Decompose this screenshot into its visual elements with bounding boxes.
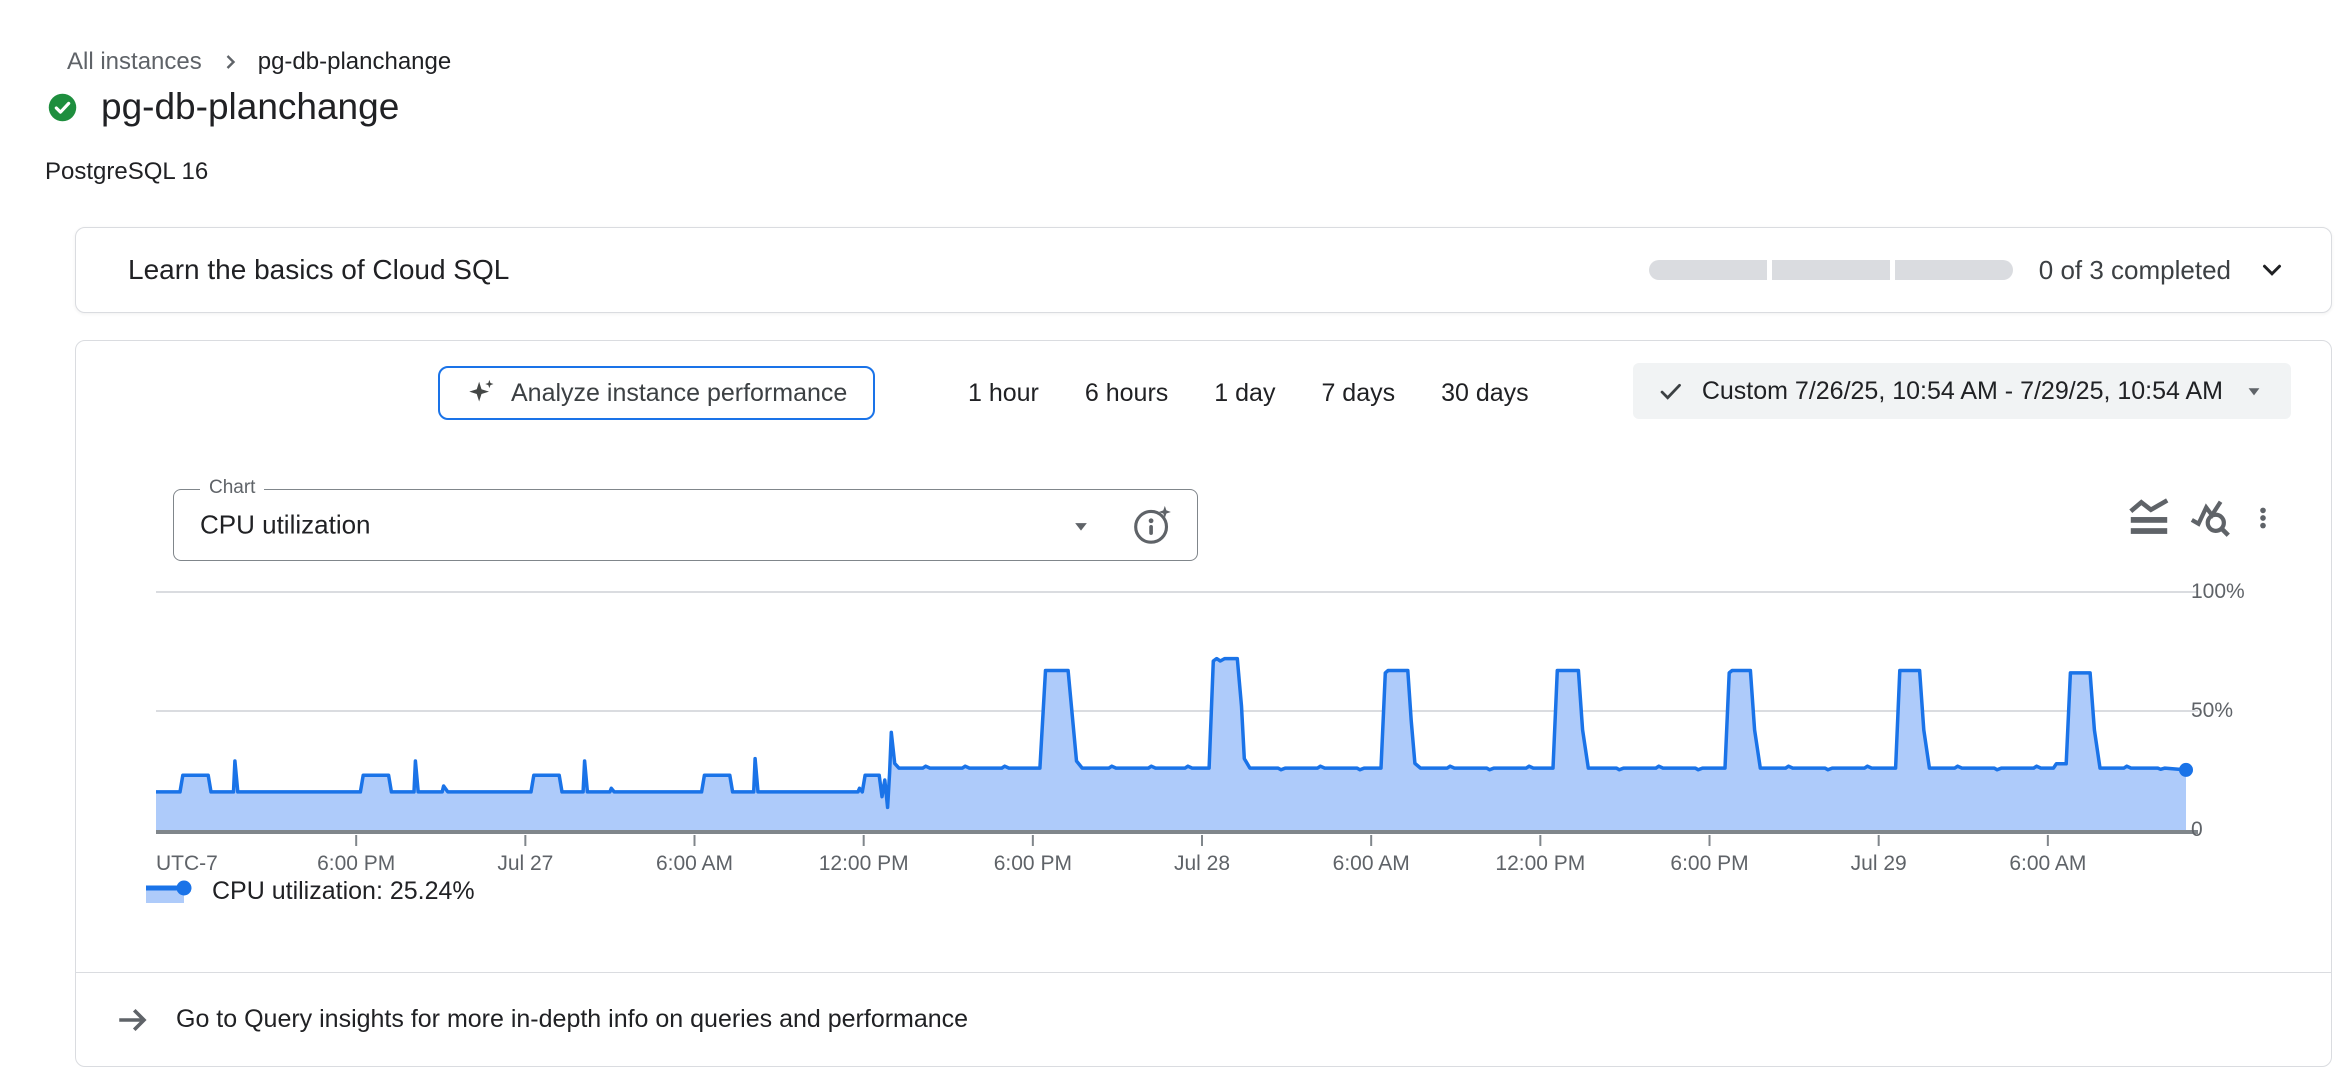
more-options-icon [2260,507,2266,529]
check-circle-icon [48,93,77,121]
sparkle-icon [469,379,494,402]
custom-range-label: Custom 7/26/25, 10:54 AM - 7/29/25, 10:5… [1701,376,2223,405]
expand-learn-card-button[interactable] [2257,255,2287,285]
chart-legend: CPU utilization: 25.24% [146,877,475,906]
x-tick-label: Jul 29 [1850,852,1907,875]
time-range-6-hours[interactable]: 6 hours [1084,378,1169,407]
x-tick-label: Jul 27 [497,852,554,875]
custom-time-range-button[interactable]: Custom 7/26/25, 10:54 AM - 7/29/25, 10:5… [1632,363,2291,419]
info-sparkle-icon [1134,505,1171,544]
x-tick-label: Jul 28 [1173,852,1231,875]
instance-engine-label: PostgreSQL 16 [45,158,209,185]
chart-metric-select[interactable]: Chart CPU utilization [173,477,1198,561]
x-axis-timezone-label: UTC-7 [156,852,218,875]
time-range-30-days[interactable]: 30 days [1441,378,1529,407]
time-range-1-day[interactable]: 1 day [1214,378,1276,407]
cpu-line [156,656,2187,810]
monitoring-card: Analyze instance performance 1 hour 6 hou… [75,340,2332,1067]
progress-label: 0 of 3 completed [2038,254,2231,285]
chart-select-value: CPU utilization [200,509,371,540]
select-caret-icon [1075,523,1087,531]
x-tick-label: 6:00 AM [2009,852,2087,875]
y-tick-label: 0 [2191,818,2203,841]
chevron-down-icon [2263,264,2281,276]
analyze-button-label: Analyze instance performance [511,378,848,407]
breadcrumb-all-instances[interactable]: All instances [67,48,202,75]
x-tick-label: 6:00 PM [317,852,396,875]
metric-info-button[interactable] [1130,503,1174,547]
query-insights-link[interactable]: Go to Query insights for more in-depth i… [76,973,2331,1066]
page-title: pg-db-planchange [101,86,400,127]
progress-segment [1771,260,1890,280]
x-tick-label: 6:00 AM [1332,852,1410,875]
area-chart-icon [2129,498,2169,534]
x-tick-label: 6:00 PM [993,852,1072,875]
legend-swatch-icon [146,880,192,903]
page-header: pg-db-planchange [46,86,399,128]
learn-card-progress: 0 of 3 completed [1648,254,2287,286]
progress-bar [1648,260,2013,280]
progress-segment [1648,260,1767,280]
learn-card-title: Learn the basics of Cloud SQL [128,254,510,285]
x-tick-label: 12:00 PM [1495,852,1586,875]
breadcrumb-current: pg-db-planchange [257,48,452,75]
explore-data-icon [2190,500,2230,537]
latest-value-dot [2179,762,2193,777]
card-divider [76,972,2331,973]
chart-actions [2126,495,2276,541]
time-range-1-hour[interactable]: 1 hour [968,378,1039,407]
analyze-instance-performance-button[interactable]: Analyze instance performance [438,366,876,420]
x-tick-label: 6:00 AM [655,852,734,875]
cpu-utilization-chart[interactable]: 100% 50% 0 UTC-7 6:00 PM Jul 27 6:00 AM 12:00 … [156,580,2336,888]
time-range-group: 1 hour 6 hours 1 day 7 days 30 days [968,366,1529,420]
cpu-chart-svg [156,591,2198,846]
cpu-area-fill [156,658,2186,830]
query-insights-label: Go to Query insights for more in-depth i… [176,1005,969,1033]
check-icon [1660,383,1681,400]
dropdown-arrow-icon [2248,388,2260,396]
breadcrumb: All instances pg-db-planchange [67,48,451,76]
chart-select-label: Chart [200,477,265,499]
learn-basics-card: Learn the basics of Cloud SQL 0 of 3 com… [75,227,2332,313]
x-tick-label: 6:00 PM [1670,852,1749,875]
arrow-forward-icon [119,1008,147,1031]
y-tick-label: 100% [2191,580,2245,603]
x-tick-label: 12:00 PM [818,852,909,875]
explore-data-button[interactable] [2188,495,2234,541]
y-tick-label: 50% [2191,699,2234,722]
chevron-right-icon [226,55,235,69]
time-range-7-days[interactable]: 7 days [1321,378,1396,407]
legend-label: CPU utilization: 25.24% [212,877,475,905]
more-options-button[interactable] [2250,495,2276,541]
progress-segment [1894,260,2013,280]
area-chart-toggle-button[interactable] [2126,495,2172,541]
